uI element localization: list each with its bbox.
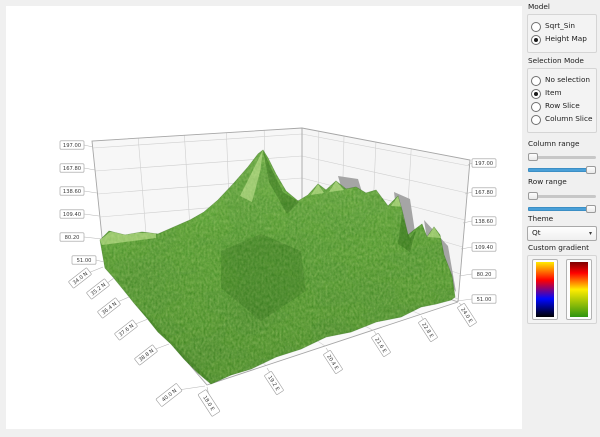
terrain-highlights [100, 150, 441, 245]
radio-no-selection[interactable]: No selection [531, 75, 593, 86]
radio-label: Height Map [545, 34, 587, 44]
value-axis-labels-left: 197.00 167.80 138.60 109.40 80.20 51.00 [59, 140, 97, 265]
slider-track[interactable] [528, 168, 596, 173]
slider-track[interactable] [528, 194, 596, 198]
axis-edges [91, 127, 471, 386]
axis-label: 167.80 [475, 190, 493, 196]
surface-3d-canvas[interactable]: 197.00 167.80 138.60 109.40 80.20 51.00 … [6, 6, 522, 429]
custom-gradient-label: Custom gradient [528, 242, 590, 252]
radio-icon [531, 75, 541, 86]
theme-label: Theme [528, 214, 554, 223]
selection-mode-label: Selection Mode [528, 55, 584, 65]
radio-label: Sqrt_Sin [545, 21, 576, 31]
slider-handle[interactable] [528, 153, 538, 162]
row-range-label: Row range [528, 177, 567, 187]
selection-mode-group: No selection Item Row Slice Column Slice [527, 67, 597, 133]
value-axis-labels-right: 197.00 167.80 138.60 109.40 80.20 51.00 [471, 158, 497, 304]
axis-label: 138.60 [63, 189, 81, 195]
radio-label: Item [545, 88, 562, 98]
row-range-slider-min[interactable] [528, 192, 596, 200]
chevron-down-icon: ▾ [588, 229, 592, 237]
radio-column-slice[interactable]: Column Slice [531, 114, 593, 125]
axis-label: 109.40 [475, 245, 493, 251]
axis-label: 197.00 [475, 161, 493, 167]
gradient-black-to-yellow-button[interactable] [532, 258, 558, 320]
column-range-slider-min[interactable] [528, 153, 596, 162]
surface-plot-area[interactable]: 197.00 167.80 138.60 109.40 80.20 51.00 … [6, 6, 522, 429]
slider-handle[interactable] [586, 205, 596, 213]
column-range-slider-max[interactable] [528, 166, 596, 175]
radio-label: Column Slice [545, 114, 593, 124]
model-group: Sqrt_Sin Height Map [527, 13, 597, 53]
radio-height-map[interactable]: Height Map [531, 35, 593, 45]
axis-label: 51.00 [77, 258, 92, 264]
radio-icon [531, 21, 541, 32]
radio-label: Row Slice [545, 101, 580, 111]
gradient-swatch [570, 261, 588, 317]
column-range-label: Column range [528, 138, 580, 148]
axis-label: 109.40 [63, 212, 81, 218]
radio-icon [531, 34, 541, 45]
gradient-green-to-red-button[interactable] [566, 258, 592, 320]
slider-track[interactable] [528, 155, 596, 159]
theme-select[interactable]: Qt ▾ [527, 225, 597, 241]
custom-gradient-group [527, 254, 597, 324]
radio-row-slice[interactable]: Row Slice [531, 101, 593, 112]
axis-label: 80.20 [65, 235, 80, 241]
terrain-shadows [263, 150, 416, 252]
slider-track[interactable] [528, 207, 596, 211]
radio-icon [531, 88, 541, 99]
model-label: Model [528, 2, 550, 11]
axis-label: 80.20 [477, 272, 492, 278]
slider-handle[interactable] [528, 192, 538, 200]
gradient-swatch [536, 261, 554, 317]
slider-handle[interactable] [586, 166, 596, 175]
theme-selected-value: Qt [532, 227, 541, 237]
axis-label: 197.00 [63, 143, 81, 149]
axis-label: 138.60 [475, 219, 493, 225]
radio-icon [531, 114, 541, 125]
axis-label: 51.00 [477, 297, 492, 303]
axis-label: 167.80 [63, 166, 81, 172]
radio-icon [531, 101, 541, 112]
radio-sqrt-sin[interactable]: Sqrt_Sin [531, 22, 593, 32]
radio-item[interactable]: Item [531, 88, 593, 99]
control-panel: Model Sqrt_Sin Height Map Selection Mode… [523, 0, 600, 437]
row-range-slider-max[interactable] [528, 205, 596, 213]
radio-label: No selection [545, 75, 591, 85]
